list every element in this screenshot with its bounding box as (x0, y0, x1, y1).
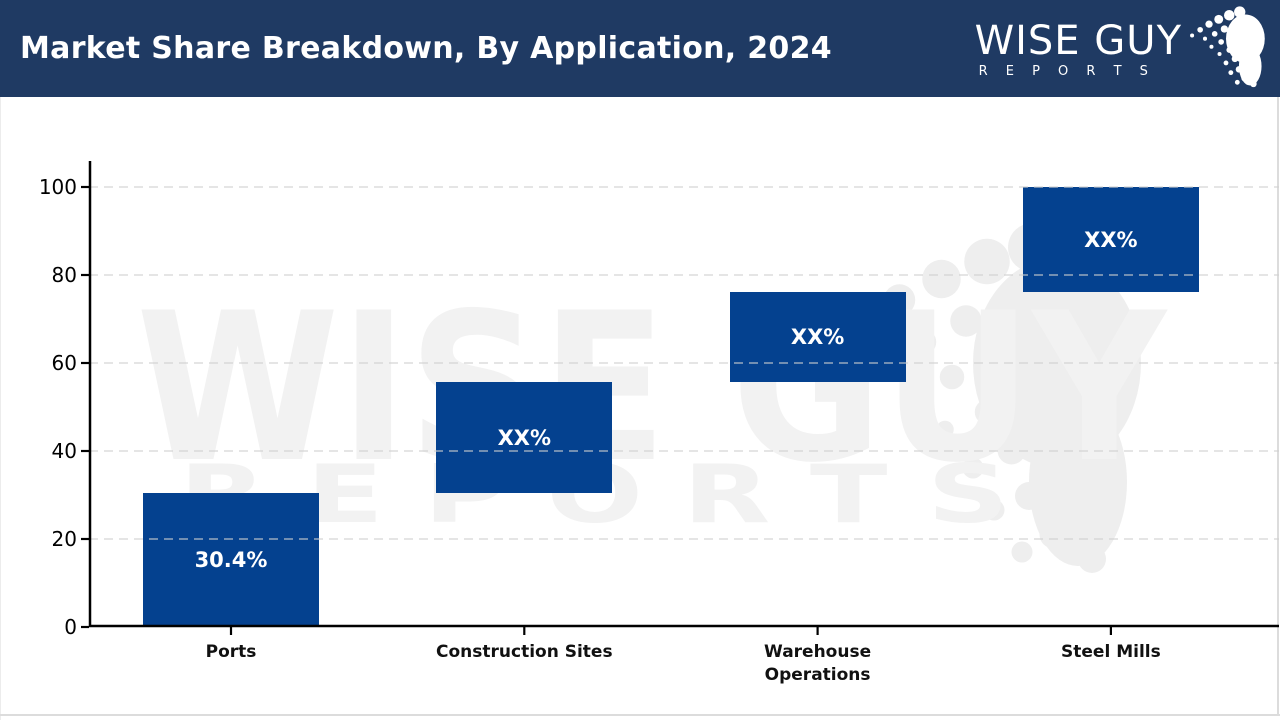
bars-layer: 30.4% XX% XX% XX% (1, 97, 1280, 720)
logo-wordmark: WISE GUY (974, 18, 1182, 64)
chart-title: Market Share Breakdown, By Application, … (20, 31, 832, 66)
image-frame-right (1277, 97, 1279, 716)
logo-subtext: R E P O R T S (978, 64, 1155, 79)
image-frame-bottom (0, 714, 1280, 716)
wise-guy-reports-logo: WISE GUY R E P O R T S (975, 6, 1268, 94)
bar-value-label: 30.4% (194, 548, 268, 573)
logo-text: WISE GUY R E P O R T S (975, 21, 1182, 79)
bar-value-label: XX% (790, 325, 845, 350)
header-band: Market Share Breakdown, By Application, … (0, 0, 1280, 97)
bar-value-label: XX% (497, 425, 552, 450)
bar-construction-sites: XX% (436, 381, 613, 494)
bar-warehouse-operations: XX% (729, 292, 906, 382)
bar-steel-mills: XX% (1022, 187, 1199, 293)
bar-value-label: XX% (1084, 227, 1138, 252)
dotted-head-icon (1190, 6, 1265, 88)
bar-ports: 30.4% (143, 493, 319, 627)
